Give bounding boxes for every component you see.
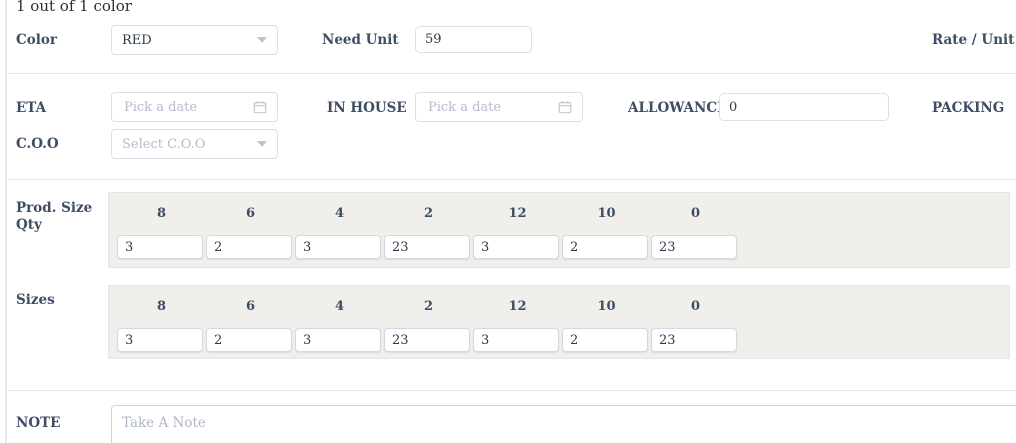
- size-qty-input[interactable]: [295, 328, 381, 352]
- size-column-header: 0: [690, 206, 701, 221]
- size-qty-input[interactable]: [651, 235, 737, 259]
- eta-date-placeholder: Pick a date: [124, 99, 198, 115]
- row-divider: [8, 390, 1016, 391]
- need-unit-label: Need Unit: [322, 32, 399, 48]
- size-qty-input[interactable]: [651, 328, 737, 352]
- size-qty-input[interactable]: [384, 235, 470, 259]
- size-column-header: 6: [245, 299, 256, 314]
- size-qty-input[interactable]: [206, 328, 292, 352]
- coo-select-placeholder: Select C.O.O: [122, 136, 206, 152]
- size-qty-input[interactable]: [117, 235, 203, 259]
- in-house-date-placeholder: Pick a date: [428, 99, 502, 115]
- calendar-icon: [558, 101, 572, 114]
- in-house-date-picker[interactable]: Pick a date: [415, 92, 583, 122]
- color-select[interactable]: RED: [111, 25, 278, 55]
- rate-unit-label: Rate / Unit: [932, 32, 1015, 48]
- note-textarea[interactable]: [111, 405, 1016, 443]
- color-select-value: RED: [122, 32, 152, 48]
- allowance-label: ALLOWANCE: [628, 100, 728, 116]
- coo-label: C.O.O: [16, 136, 59, 152]
- in-house-label: IN HOUSE: [327, 100, 407, 116]
- size-qty-input[interactable]: [117, 328, 203, 352]
- calendar-icon: [253, 101, 267, 114]
- coo-select[interactable]: Select C.O.O: [111, 129, 278, 159]
- size-column-header: 12: [508, 299, 527, 314]
- color-label: Color: [16, 32, 57, 48]
- note-label: NOTE: [16, 415, 61, 431]
- size-column-header: 12: [508, 206, 527, 221]
- size-header-row: 8 6 4 2 12 10 0: [109, 193, 1009, 221]
- size-column-header: 10: [597, 206, 616, 221]
- size-header-row: 8 6 4 2 12 10 0: [109, 286, 1009, 314]
- size-column-header: 8: [156, 206, 167, 221]
- size-qty-input[interactable]: [562, 328, 648, 352]
- row-divider: [8, 73, 1016, 74]
- size-qty-input[interactable]: [384, 328, 470, 352]
- size-qty-input[interactable]: [562, 235, 648, 259]
- size-column-header: 4: [334, 299, 345, 314]
- size-column-header: 8: [156, 299, 167, 314]
- size-column-header: 4: [334, 206, 345, 221]
- chevron-down-icon: [257, 37, 267, 43]
- prod-size-qty-label-line1: Prod. Size: [16, 200, 93, 216]
- size-column-header: 0: [690, 299, 701, 314]
- prod-size-qty-label-line2: Qty: [16, 217, 42, 233]
- size-column-header: 2: [423, 206, 434, 221]
- size-qty-input[interactable]: [295, 235, 381, 259]
- chevron-down-icon: [257, 141, 267, 147]
- size-qty-input[interactable]: [473, 328, 559, 352]
- form-left-border: [5, 0, 7, 443]
- sizes-label: Sizes: [16, 292, 55, 308]
- size-column-header: 6: [245, 206, 256, 221]
- prod-size-qty-label: Prod. Size Qty: [16, 200, 92, 234]
- row-divider: [8, 179, 1016, 180]
- size-qty-input[interactable]: [473, 235, 559, 259]
- size-qty-input[interactable]: [206, 235, 292, 259]
- section-title: 1 out of 1 color: [16, 0, 132, 15]
- size-column-header: 2: [423, 299, 434, 314]
- allowance-input[interactable]: [719, 93, 889, 121]
- need-unit-input[interactable]: [415, 26, 532, 53]
- prod-size-qty-panel: 8 6 4 2 12 10 0: [108, 192, 1010, 268]
- packing-label: PACKING: [932, 100, 1005, 116]
- size-input-row: [109, 314, 1009, 352]
- eta-label: ETA: [16, 100, 47, 116]
- eta-date-picker[interactable]: Pick a date: [111, 92, 278, 122]
- size-input-row: [109, 221, 1009, 259]
- sizes-panel: 8 6 4 2 12 10 0: [108, 285, 1010, 359]
- size-column-header: 10: [597, 299, 616, 314]
